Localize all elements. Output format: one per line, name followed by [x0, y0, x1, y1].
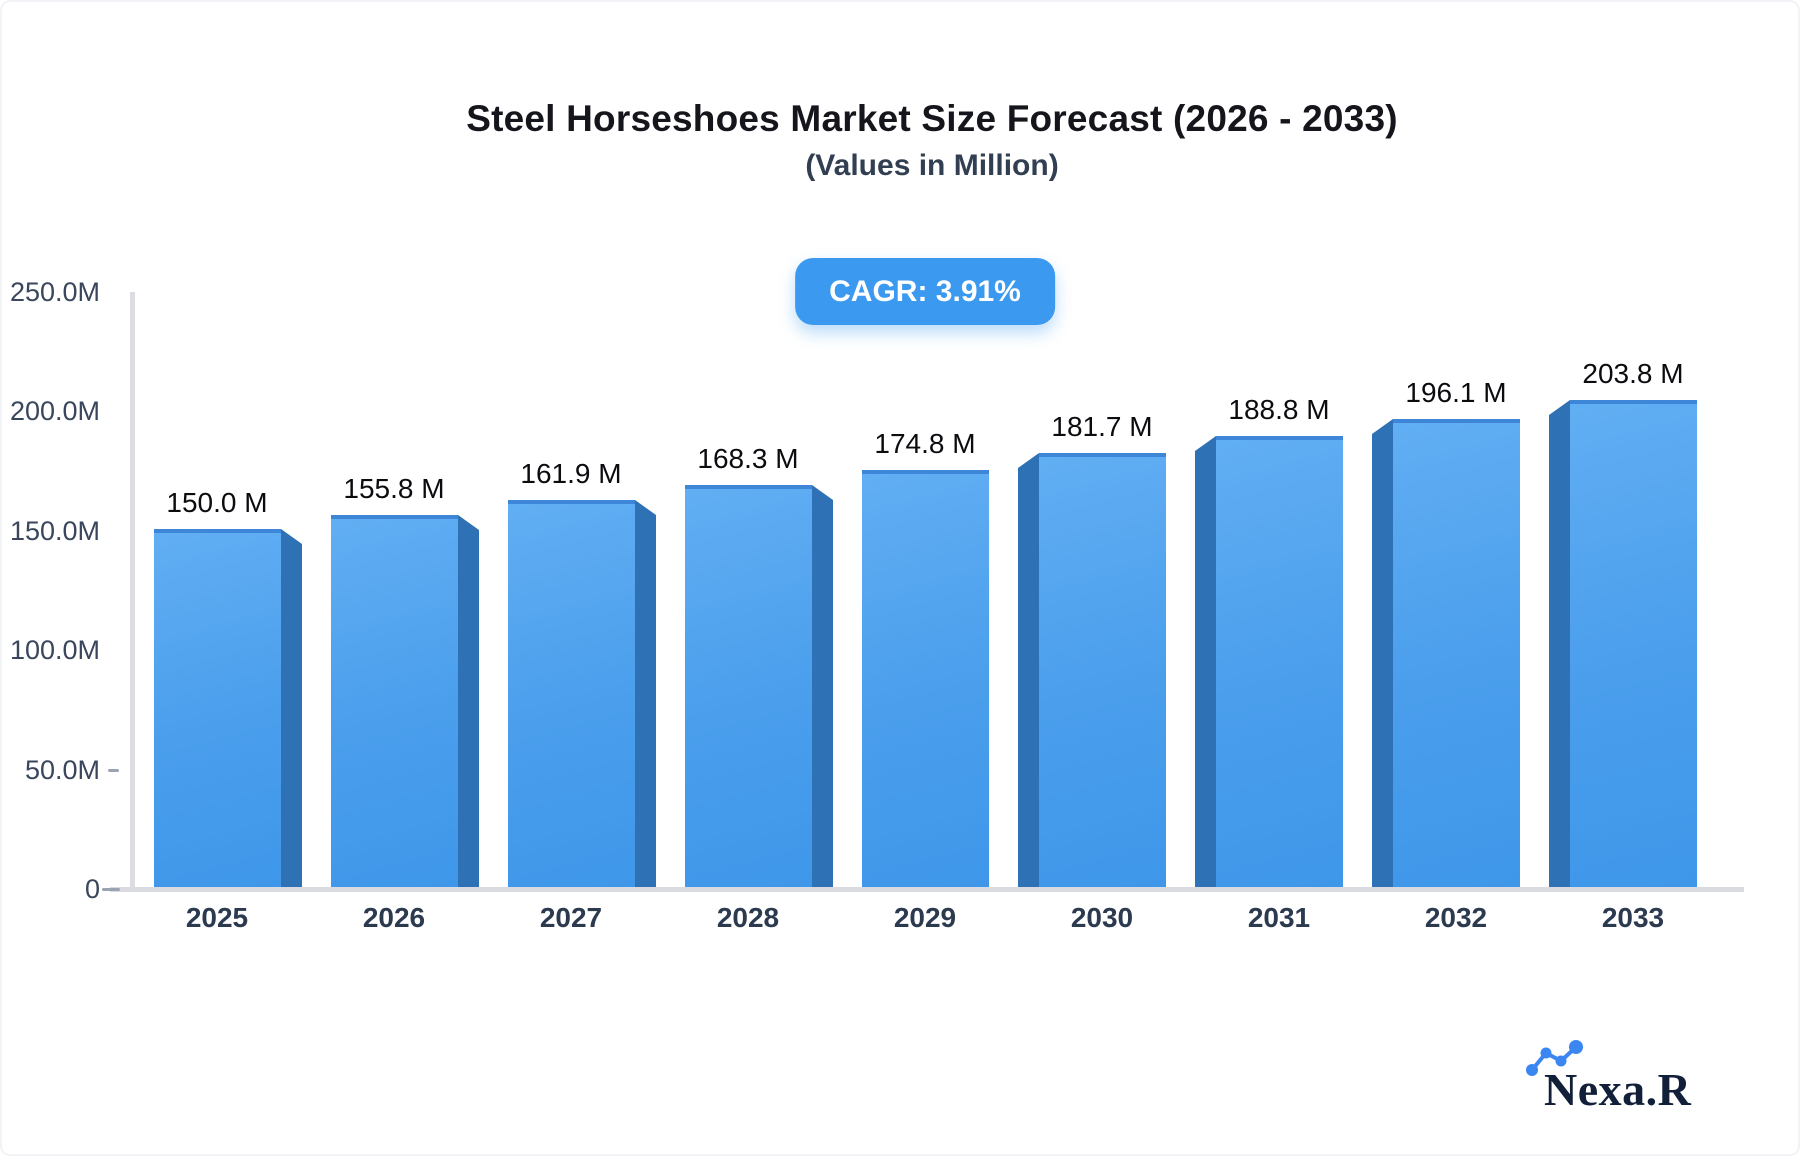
bar-2032	[1393, 419, 1520, 887]
bar-2030-side-face	[1018, 453, 1039, 887]
y-axis-tick-label: 200.0M	[9, 396, 100, 427]
bar-value-label-2027: 161.9 M	[520, 458, 622, 489]
bar-2031	[1216, 436, 1343, 887]
brand-logo: Nexa.R	[1518, 1037, 1738, 1117]
x-axis-label-2028: 2028	[716, 902, 780, 933]
x-axis-label-2025: 2025	[185, 902, 249, 933]
bar-2027	[508, 500, 635, 887]
y-axis-line	[130, 292, 135, 889]
bar-value-label-2026: 155.8 M	[343, 473, 445, 504]
bar-2029	[862, 470, 989, 887]
bar-2025-side-face	[281, 529, 302, 887]
bar-2032-side-face	[1372, 419, 1393, 887]
y-axis-tick-label: 250.0M	[9, 277, 100, 307]
bar-value-label-2028: 168.3 M	[697, 443, 799, 474]
y-axis-tick-mark	[108, 768, 119, 772]
bar-value-label-2029: 174.8 M	[874, 428, 976, 459]
bar-value-label-2031: 188.8 M	[1228, 394, 1330, 425]
x-axis-label-2032: 2032	[1424, 902, 1488, 933]
x-axis-label-2026: 2026	[362, 902, 426, 933]
bar-value-label-2030: 181.7 M	[1051, 411, 1153, 442]
x-axis-label-2027: 2027	[539, 902, 603, 933]
y-axis-tick-label: 50.0M	[24, 754, 100, 785]
bar-2026-side-face	[458, 515, 479, 887]
y-axis-tick-label: 150.0M	[9, 515, 100, 546]
line-chart-zigzag-icon	[1526, 1040, 1583, 1076]
y-axis-tick-label: 100.0M	[9, 635, 100, 666]
x-axis-label-2030: 2030	[1070, 902, 1134, 933]
bar-2028-side-face	[812, 485, 833, 887]
y-axis-tick-label: 0	[84, 874, 100, 904]
bar-value-label-2033: 203.8 M	[1582, 358, 1684, 389]
x-axis-label-2029: 2029	[893, 902, 957, 933]
cagr-badge: CAGR: 3.91%	[795, 258, 1055, 325]
bar-2033	[1570, 400, 1697, 887]
y-axis-tick-mark	[102, 888, 120, 891]
x-axis-label-2033: 2033	[1601, 902, 1665, 933]
bar-2030	[1039, 453, 1166, 887]
bar-value-label-2025: 150.0 M	[166, 487, 268, 518]
bar-2027-side-face	[635, 500, 656, 887]
chart-title: Steel Horseshoes Market Size Forecast (2…	[466, 98, 1398, 139]
bar-2025	[154, 529, 281, 887]
x-axis-baseline	[110, 887, 1744, 892]
bar-2031-side-face	[1195, 436, 1216, 887]
bar-value-label-2032: 196.1 M	[1405, 377, 1507, 408]
bar-2033-side-face	[1549, 400, 1570, 887]
chart-subtitle: (Values in Million)	[805, 149, 1059, 182]
brand-logo-text: Nexa.R	[1544, 1064, 1692, 1115]
bar-2026	[331, 515, 458, 887]
x-axis-label-2031: 2031	[1247, 902, 1311, 933]
bar-2028	[685, 485, 812, 887]
